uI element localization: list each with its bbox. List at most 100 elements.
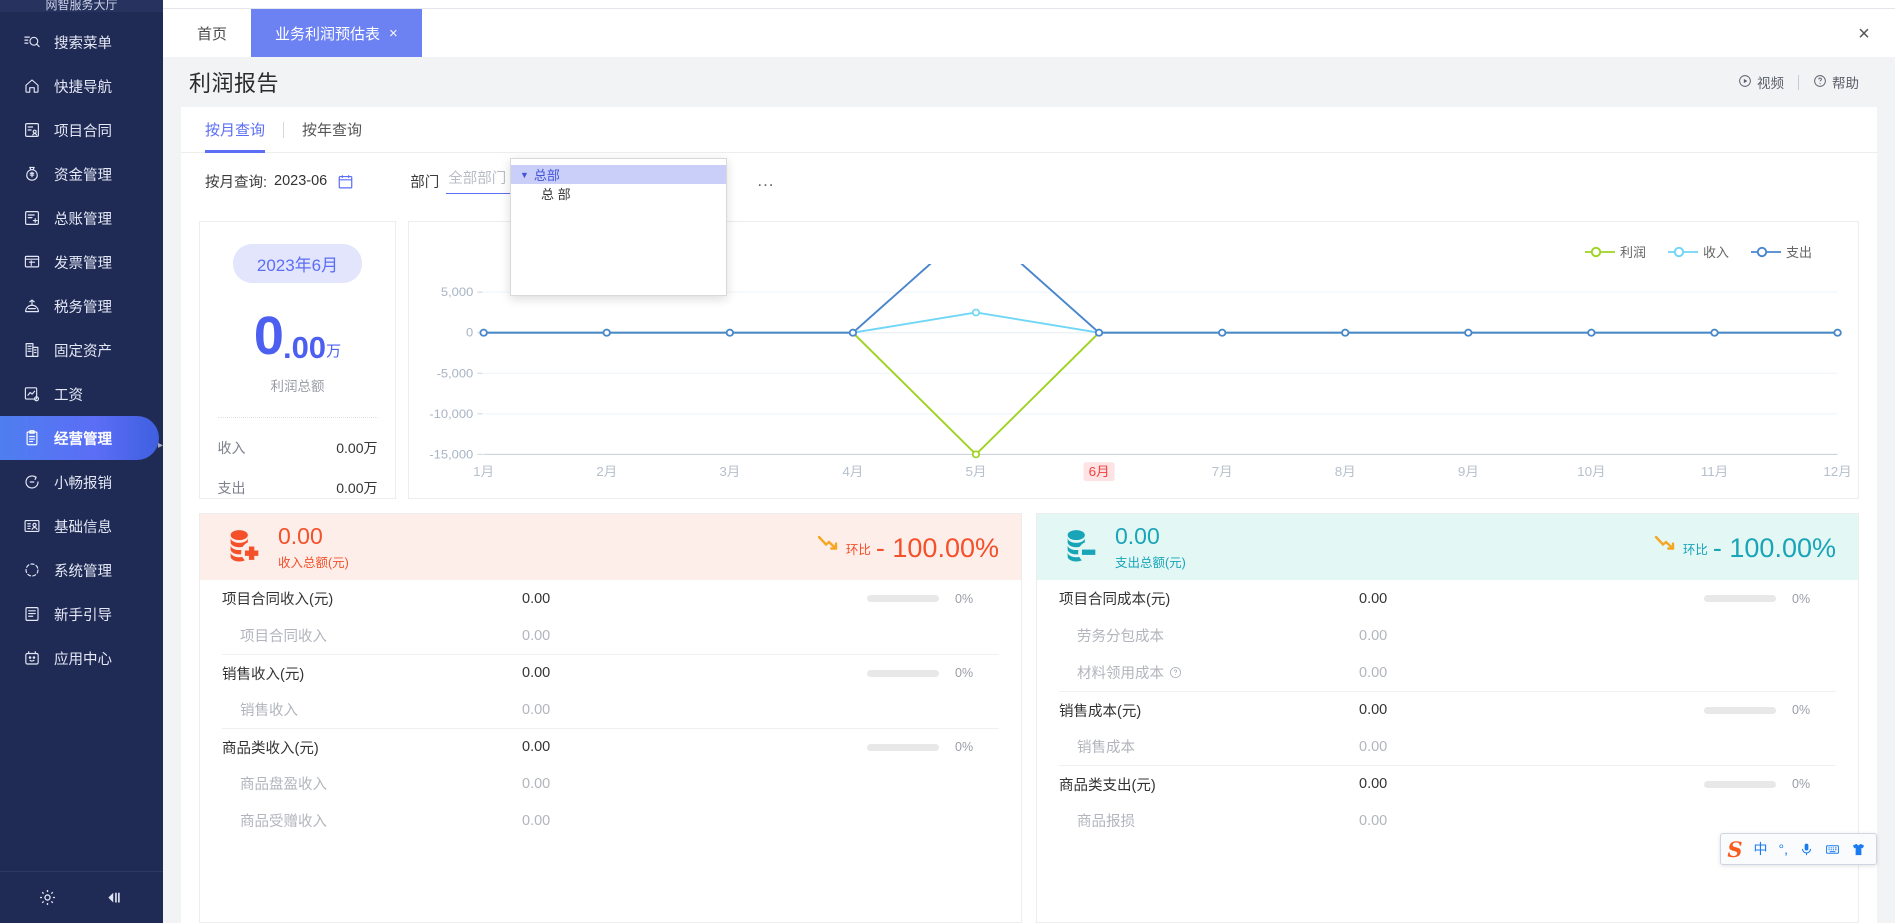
row-name: 商品类支出(元): [1059, 774, 1359, 795]
sidebar-item-8[interactable]: 固定资产: [0, 328, 163, 372]
clipboard-icon: [22, 428, 42, 448]
row-name: 项目合同收入(元): [222, 588, 522, 609]
row-value: 0.00: [522, 665, 551, 681]
ime-mode-button[interactable]: 中: [1753, 841, 1768, 857]
money-bag-icon: [22, 164, 42, 184]
skin-icon[interactable]: [1851, 842, 1866, 857]
subtab-by-year[interactable]: 按年查询: [284, 107, 380, 153]
sidebar-item-1[interactable]: 搜索菜单: [0, 20, 163, 64]
legend-item-利润[interactable]: 利润: [1584, 242, 1646, 261]
invoice-icon: [22, 252, 42, 272]
app-center-icon: [22, 648, 42, 668]
row-name-text: 商品类收入(元): [222, 740, 319, 757]
row-name: 销售成本: [1059, 736, 1359, 757]
ime-toolbar[interactable]: S 中 °,: [1720, 833, 1877, 865]
sidebar-item-13[interactable]: 系统管理: [0, 548, 163, 592]
tab-close-icon[interactable]: ×: [389, 24, 398, 42]
filter-bar: 按月查询: 2023-06 部门: [181, 153, 1877, 209]
department-dropdown[interactable]: ▼ 总部 总 部: [510, 158, 727, 296]
sidebar-item-14[interactable]: 新手引导: [0, 592, 163, 636]
table-row: 项目合同收入 0.00: [222, 617, 999, 654]
page-title-bar: 利润报告 视频: [163, 57, 1895, 107]
more-filters-button[interactable]: ...: [757, 171, 775, 190]
row-name-text: 销售收入: [240, 703, 298, 719]
action-divider: [1798, 74, 1799, 90]
expense-rows: 项目合同成本(元) 0.00 0% 劳务分包成本 0.00 材料领用成本 0.00 销售成本…: [1037, 580, 1858, 839]
calendar-icon[interactable]: [337, 173, 354, 190]
video-action[interactable]: 视频: [1724, 72, 1798, 92]
sidebar-item-label: 经营管理: [54, 431, 112, 448]
expense-total-amount: 0.00: [1115, 523, 1160, 549]
row-name-text: 材料领用成本: [1077, 666, 1164, 682]
svg-text:3月: 3月: [719, 464, 740, 479]
sidebar-item-label: 应用中心: [54, 651, 112, 668]
progress-track: [1704, 780, 1776, 788]
row-value: 0.00: [1359, 812, 1388, 829]
table-row: 商品报损 0.00: [1059, 802, 1836, 839]
contract-icon: [22, 120, 42, 140]
row-name: 销售收入: [222, 699, 522, 720]
sidebar-item-label: 新手引导: [54, 607, 112, 624]
tab-home[interactable]: 首页: [173, 9, 251, 57]
legend-item-收入[interactable]: 收入: [1667, 242, 1729, 261]
expense-total-caption: 支出总额(元): [1115, 556, 1186, 570]
sidebar-item-10[interactable]: 经营管理: [0, 416, 159, 460]
date-filter-value[interactable]: 2023-06: [274, 173, 328, 189]
keyboard-icon[interactable]: [1825, 842, 1840, 857]
sidebar-item-12[interactable]: 基础信息: [0, 504, 163, 548]
window-close-icon[interactable]: ×: [1858, 22, 1870, 45]
row-percent: 0%: [955, 591, 974, 606]
subtab-by-month[interactable]: 按月查询: [205, 107, 283, 153]
tab-profit-report[interactable]: 业务利润预估表 ×: [251, 9, 422, 57]
department-label: 部门: [410, 174, 440, 191]
table-row: 销售成本 0.00: [1059, 728, 1836, 765]
summary-expense-value: 0.00万: [336, 480, 378, 496]
summary-income-key: 收入: [217, 440, 246, 456]
svg-text:4月: 4月: [842, 464, 863, 479]
help-action[interactable]: 帮助: [1799, 72, 1873, 92]
sidebar-item-15[interactable]: 应用中心: [0, 636, 163, 680]
row-name-text: 销售成本(元): [1059, 703, 1142, 720]
row-value: 0.00: [1359, 664, 1388, 681]
sidebar-item-4[interactable]: 资金管理: [0, 152, 163, 196]
sidebar-item-7[interactable]: 税务管理: [0, 284, 163, 328]
sidebar-item-3[interactable]: 项目合同: [0, 108, 163, 152]
sidebar-item-5[interactable]: 总账管理: [0, 196, 163, 240]
expense-header-text: 0.00 支出总额(元): [1115, 523, 1186, 571]
row-name: 项目合同收入: [222, 625, 522, 646]
svg-text:11月: 11月: [1701, 464, 1728, 479]
row-name-text: 项目合同成本(元): [1059, 592, 1171, 608]
sidebar-item-2[interactable]: 快捷导航: [0, 64, 163, 108]
sidebar-item-11[interactable]: 小畅报销: [0, 460, 163, 504]
svg-text:10月: 10月: [1577, 464, 1605, 479]
expense-ratio-value: - 100.00%: [1712, 532, 1836, 563]
microphone-icon[interactable]: [1799, 842, 1814, 857]
reimburse-icon: [22, 472, 42, 492]
sidebar-resize-handle[interactable]: ▸: [158, 440, 164, 451]
ime-punctuation-button[interactable]: °,: [1778, 841, 1789, 857]
table-row: 项目合同收入(元) 0.00 0%: [222, 580, 999, 617]
collapse-icon[interactable]: [105, 889, 123, 907]
help-circle-icon[interactable]: [1169, 666, 1182, 679]
sidebar-item-label: 发票管理: [54, 255, 112, 272]
row-name: 销售成本(元): [1059, 700, 1359, 721]
gear-icon[interactable]: [38, 888, 57, 907]
income-total-amount: 0.00: [278, 523, 323, 549]
legend-item-支出[interactable]: 支出: [1750, 242, 1812, 261]
row-name: 销售收入(元): [222, 663, 522, 684]
search-menu-icon: [22, 32, 42, 52]
legend-marker-icon: [1750, 246, 1781, 257]
row-progress: 0%: [752, 740, 999, 754]
row-percent: 0%: [955, 666, 974, 680]
income-panel: 0.00 收入总额(元) 环比 - 100.00%: [199, 513, 1022, 923]
overview-row: 2023年6月 0 .00 万 利润总额 收入 0.00万 支出 0.00万: [181, 209, 1877, 499]
subtab-label: 按年查询: [302, 122, 363, 139]
profit-summary-card: 2023年6月 0 .00 万 利润总额 收入 0.00万 支出 0.00万: [199, 221, 396, 499]
chevron-down-icon[interactable]: ▼: [520, 169, 529, 180]
dropdown-child-item[interactable]: 总 部: [511, 184, 726, 203]
income-ratio: 环比 - 100.00%: [815, 531, 999, 564]
sidebar-item-6[interactable]: 发票管理: [0, 240, 163, 284]
sidebar-item-9[interactable]: 工资: [0, 372, 163, 416]
table-row: 销售收入 0.00: [222, 691, 999, 728]
dropdown-root-item[interactable]: ▼ 总部: [511, 165, 726, 184]
